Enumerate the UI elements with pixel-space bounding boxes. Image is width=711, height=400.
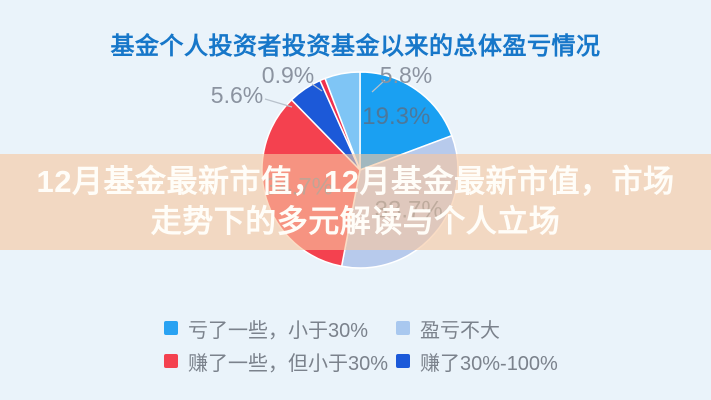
headline-line-2: 走势下的多元解读与个人立场: [150, 204, 561, 239]
pie-label-leader-line: [371, 79, 386, 93]
pie-outside-label: 5.8%: [380, 62, 432, 88]
legend-label: 赚了一些，但小于30%: [188, 352, 389, 375]
legend-item: 亏了一些，小于30%: [164, 320, 396, 342]
legend-label: 亏了一些，小于30%: [188, 319, 369, 342]
pie-label-leader-line: [264, 98, 293, 108]
legend-label: 盈亏不大: [420, 319, 500, 342]
headline-line-1: 12月基金最新市值，12月基金最新市值，市场: [36, 164, 675, 199]
headline-banner: 12月基金最新市值，12月基金最新市值，市场 走势下的多元解读与个人立场: [0, 154, 711, 250]
pie-outside-label: 5.6%: [211, 82, 263, 108]
legend-label: 赚了30%-100%: [420, 352, 558, 375]
legend-swatch-icon: [396, 321, 410, 335]
legend-item: 盈亏不大: [396, 320, 558, 342]
pie-outside-label: 0.9%: [262, 62, 314, 88]
legend-item: 赚了30%-100%: [396, 353, 558, 375]
chart-title: 基金个人投资者投资基金以来的总体盈亏情况: [110, 33, 601, 60]
pie-label-leader-line: [311, 83, 323, 92]
pie-slice: [324, 71, 361, 171]
legend-swatch-icon: [164, 354, 178, 368]
legend-swatch-icon: [164, 321, 178, 335]
legend-swatch-icon: [396, 354, 410, 368]
pie-inside-label: 19.3%: [362, 103, 430, 130]
legend-item: 赚了一些，但小于30%: [164, 353, 396, 375]
legend: 亏了一些，小于30% 盈亏不大 赚了一些，但小于30% 赚了30%-100%: [164, 320, 558, 375]
pie-slice: [359, 71, 453, 171]
